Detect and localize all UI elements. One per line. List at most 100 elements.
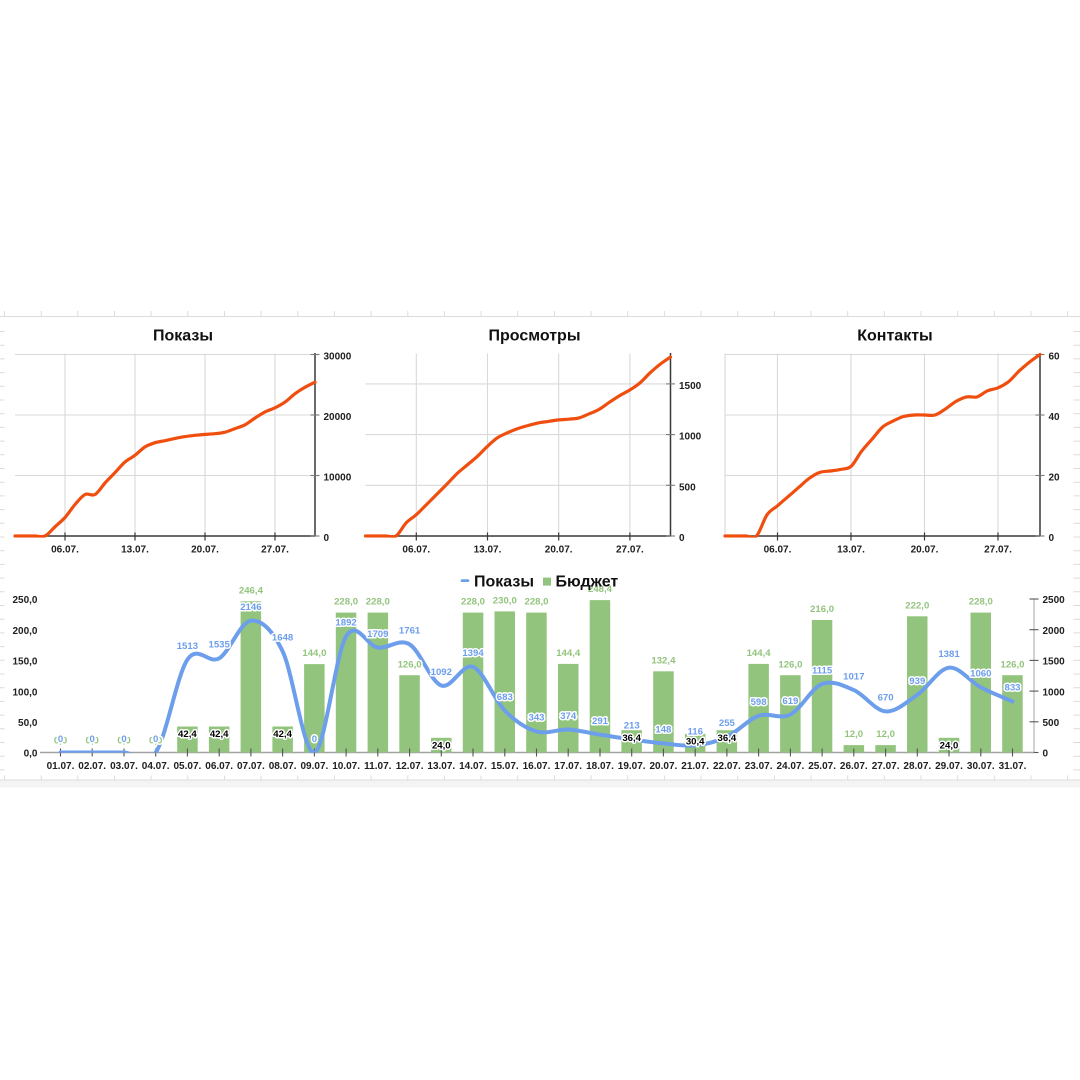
svg-text:2146: 2146 xyxy=(240,602,261,613)
svg-text:0: 0 xyxy=(121,734,126,745)
svg-text:100,0: 100,0 xyxy=(12,687,37,698)
svg-text:09.07.: 09.07. xyxy=(300,761,328,772)
svg-text:42,4: 42,4 xyxy=(210,729,229,740)
svg-text:30,4: 30,4 xyxy=(686,736,705,747)
svg-text:1115: 1115 xyxy=(812,665,833,676)
svg-text:1381: 1381 xyxy=(938,649,960,660)
svg-text:200,0: 200,0 xyxy=(12,626,37,637)
svg-text:1394: 1394 xyxy=(462,648,484,659)
svg-text:18.07.: 18.07. xyxy=(586,761,614,772)
svg-text:27.07.: 27.07. xyxy=(616,544,644,555)
svg-text:1535: 1535 xyxy=(209,640,231,651)
svg-text:12,0: 12,0 xyxy=(844,729,863,740)
svg-text:116: 116 xyxy=(687,727,702,738)
svg-text:0,0: 0,0 xyxy=(86,736,99,747)
svg-text:1060: 1060 xyxy=(970,669,991,680)
svg-text:1500: 1500 xyxy=(1043,657,1066,668)
svg-text:228,0: 228,0 xyxy=(461,597,485,608)
svg-text:2500: 2500 xyxy=(1043,595,1066,606)
svg-text:20.07.: 20.07. xyxy=(649,761,677,772)
svg-text:291: 291 xyxy=(592,716,609,727)
svg-text:29.07.: 29.07. xyxy=(935,761,963,772)
svg-text:23.07.: 23.07. xyxy=(745,761,773,772)
svg-text:06.07.: 06.07. xyxy=(51,544,79,555)
svg-text:248,4: 248,4 xyxy=(588,584,613,595)
svg-text:0: 0 xyxy=(324,533,330,544)
svg-text:148: 148 xyxy=(655,725,672,736)
svg-text:619: 619 xyxy=(782,696,798,707)
svg-text:150,0: 150,0 xyxy=(12,657,37,668)
svg-text:0,0: 0,0 xyxy=(54,736,67,747)
svg-text:10.07.: 10.07. xyxy=(332,761,360,772)
svg-text:500: 500 xyxy=(1043,718,1060,729)
svg-text:20.07.: 20.07. xyxy=(545,544,573,555)
svg-text:27.07.: 27.07. xyxy=(872,761,900,772)
svg-text:Контакты: Контакты xyxy=(857,328,932,345)
svg-text:1000: 1000 xyxy=(679,432,702,443)
svg-text:228,0: 228,0 xyxy=(334,597,358,608)
svg-text:670: 670 xyxy=(878,693,894,704)
svg-text:13.07.: 13.07. xyxy=(427,761,455,772)
svg-text:16.07.: 16.07. xyxy=(523,761,551,772)
svg-text:228,0: 228,0 xyxy=(366,597,390,608)
svg-text:0: 0 xyxy=(90,734,95,745)
svg-text:13.07.: 13.07. xyxy=(837,544,865,555)
svg-text:40: 40 xyxy=(1049,412,1061,423)
svg-text:144,4: 144,4 xyxy=(556,648,581,659)
svg-text:1892: 1892 xyxy=(335,618,356,629)
svg-text:10000: 10000 xyxy=(324,473,352,484)
svg-text:500: 500 xyxy=(679,482,696,493)
svg-text:Показы: Показы xyxy=(153,328,213,345)
svg-text:1513: 1513 xyxy=(177,641,198,652)
svg-text:2000: 2000 xyxy=(1043,626,1066,637)
svg-text:1648: 1648 xyxy=(272,633,294,644)
svg-text:22.07.: 22.07. xyxy=(713,761,741,772)
svg-text:13.07.: 13.07. xyxy=(121,544,149,555)
svg-text:0,0: 0,0 xyxy=(24,749,38,760)
svg-text:24,0: 24,0 xyxy=(940,740,959,751)
svg-text:13.07.: 13.07. xyxy=(474,544,502,555)
svg-text:230,0: 230,0 xyxy=(493,596,517,607)
svg-text:31.07.: 31.07. xyxy=(999,761,1027,772)
svg-text:08.07.: 08.07. xyxy=(269,761,297,772)
svg-text:03.07.: 03.07. xyxy=(110,761,138,772)
svg-text:343: 343 xyxy=(528,713,544,724)
svg-text:30000: 30000 xyxy=(324,352,352,363)
svg-text:27.07.: 27.07. xyxy=(984,544,1012,555)
svg-text:598: 598 xyxy=(751,697,768,708)
svg-text:144,4: 144,4 xyxy=(747,648,772,659)
svg-text:1017: 1017 xyxy=(843,671,864,682)
svg-text:05.07.: 05.07. xyxy=(173,761,201,772)
svg-text:126,0: 126,0 xyxy=(778,659,802,670)
svg-text:15.07.: 15.07. xyxy=(491,761,519,772)
svg-text:1000: 1000 xyxy=(1043,687,1066,698)
svg-text:1500: 1500 xyxy=(679,381,702,392)
svg-text:222,0: 222,0 xyxy=(905,600,929,611)
svg-text:12.07.: 12.07. xyxy=(396,761,424,772)
svg-text:939: 939 xyxy=(909,676,925,687)
svg-text:0: 0 xyxy=(1049,533,1055,544)
svg-text:11.07.: 11.07. xyxy=(364,761,391,772)
svg-text:21.07.: 21.07. xyxy=(681,761,709,772)
svg-text:0: 0 xyxy=(153,734,158,745)
svg-text:132,4: 132,4 xyxy=(651,655,676,666)
svg-text:20000: 20000 xyxy=(324,412,352,423)
svg-text:06.07.: 06.07. xyxy=(205,761,233,772)
svg-text:0: 0 xyxy=(1043,749,1049,760)
svg-text:Бюджет: Бюджет xyxy=(556,573,619,590)
svg-text:Просмотры: Просмотры xyxy=(488,328,580,345)
svg-text:250,0: 250,0 xyxy=(12,595,37,606)
svg-text:02.07.: 02.07. xyxy=(78,761,106,772)
svg-text:0: 0 xyxy=(312,734,317,745)
svg-text:126,0: 126,0 xyxy=(398,659,422,670)
svg-text:19.07.: 19.07. xyxy=(618,761,646,772)
svg-text:833: 833 xyxy=(1004,683,1020,694)
svg-text:228,0: 228,0 xyxy=(969,597,993,608)
svg-text:01.07.: 01.07. xyxy=(47,761,75,772)
svg-text:126,0: 126,0 xyxy=(1000,659,1024,670)
svg-text:20.07.: 20.07. xyxy=(191,544,219,555)
svg-text:20.07.: 20.07. xyxy=(911,544,939,555)
svg-text:1709: 1709 xyxy=(367,629,388,640)
svg-text:12,0: 12,0 xyxy=(876,729,895,740)
svg-text:14.07.: 14.07. xyxy=(459,761,487,772)
